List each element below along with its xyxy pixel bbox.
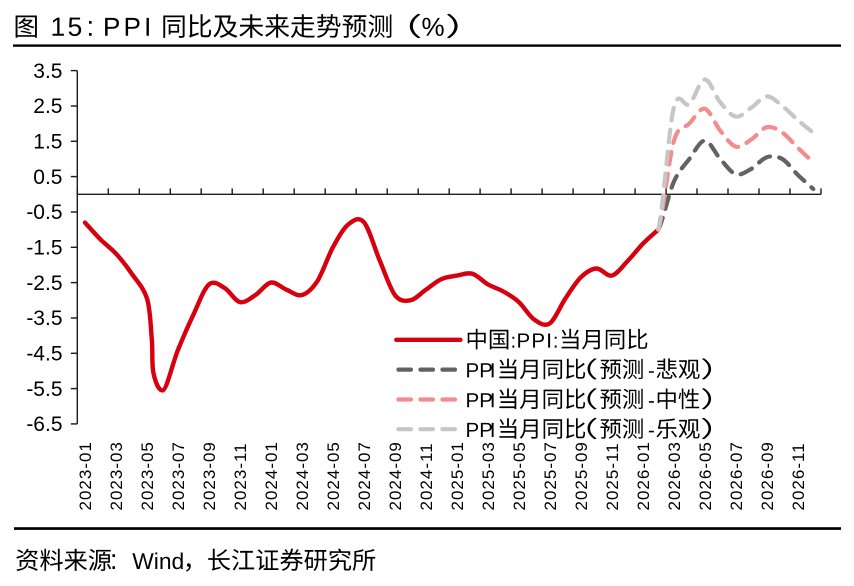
svg-text:2024-11: 2024-11 bbox=[417, 442, 436, 510]
svg-text:-1.5: -1.5 bbox=[26, 237, 62, 260]
svg-text:2.5: 2.5 bbox=[33, 95, 62, 118]
svg-text:2024-01: 2024-01 bbox=[262, 441, 281, 510]
svg-text:2023-07: 2023-07 bbox=[169, 441, 188, 510]
svg-text:2025-05: 2025-05 bbox=[510, 441, 529, 510]
svg-text:-4.5: -4.5 bbox=[26, 343, 62, 366]
svg-text:2025-11: 2025-11 bbox=[603, 442, 622, 510]
svg-text:2026-07: 2026-07 bbox=[727, 441, 746, 510]
svg-text:2023-03: 2023-03 bbox=[107, 441, 126, 510]
svg-text:2026-01: 2026-01 bbox=[634, 441, 653, 510]
svg-text:2025-03: 2025-03 bbox=[479, 441, 498, 510]
svg-text:2026-11: 2026-11 bbox=[789, 442, 808, 510]
svg-text:2026-05: 2026-05 bbox=[696, 441, 715, 510]
svg-text:-2.5: -2.5 bbox=[26, 272, 62, 295]
svg-text:2024-09: 2024-09 bbox=[386, 441, 405, 510]
svg-text:2026-03: 2026-03 bbox=[665, 441, 684, 510]
svg-text:0.5: 0.5 bbox=[33, 166, 62, 189]
svg-text:2023-05: 2023-05 bbox=[138, 441, 157, 510]
svg-text:1.5: 1.5 bbox=[33, 131, 62, 154]
svg-text:3.5: 3.5 bbox=[33, 60, 62, 83]
svg-text:2024-05: 2024-05 bbox=[324, 441, 343, 510]
svg-text:2023-11: 2023-11 bbox=[231, 442, 250, 510]
svg-text:2025-09: 2025-09 bbox=[572, 441, 591, 510]
svg-text:2023-01: 2023-01 bbox=[76, 441, 95, 510]
svg-text:-6.5: -6.5 bbox=[26, 413, 62, 436]
svg-text:2025-01: 2025-01 bbox=[448, 441, 467, 510]
svg-text:2023-09: 2023-09 bbox=[200, 441, 219, 510]
svg-text:2024-03: 2024-03 bbox=[293, 441, 312, 510]
svg-text:2025-07: 2025-07 bbox=[541, 441, 560, 510]
svg-text:2024-07: 2024-07 bbox=[355, 441, 374, 510]
svg-text:-5.5: -5.5 bbox=[26, 378, 62, 401]
svg-text:-3.5: -3.5 bbox=[26, 307, 62, 330]
svg-text:2026-09: 2026-09 bbox=[758, 441, 777, 510]
svg-text:-0.5: -0.5 bbox=[26, 201, 62, 224]
